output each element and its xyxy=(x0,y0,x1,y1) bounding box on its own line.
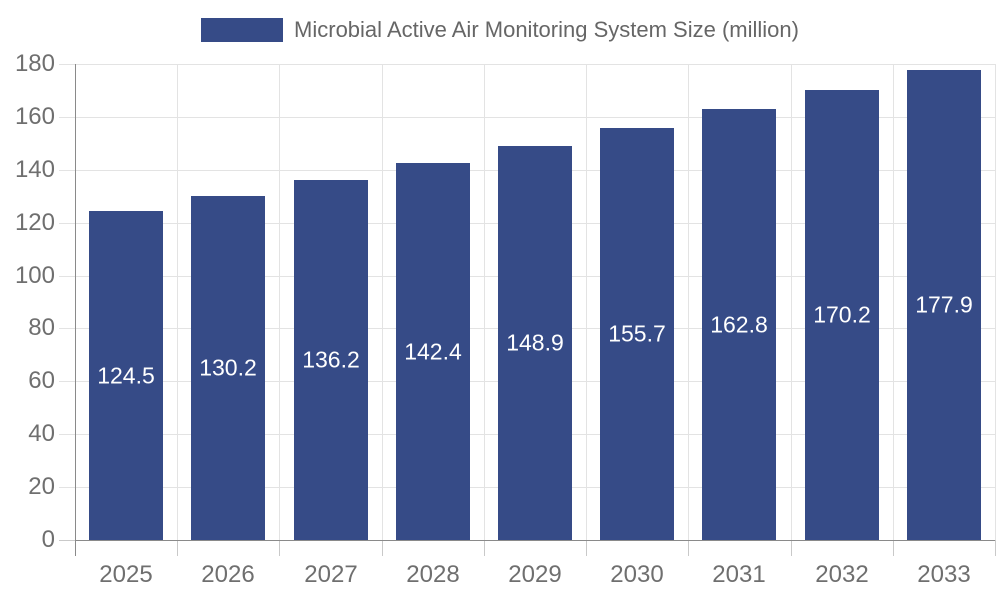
x-tick-label: 2032 xyxy=(815,561,869,588)
v-gridline xyxy=(688,64,689,540)
x-axis-tick xyxy=(279,540,280,556)
y-tick-label: 40 xyxy=(28,420,55,447)
v-gridline xyxy=(279,64,280,540)
x-axis-tick xyxy=(893,540,894,556)
v-gridline xyxy=(177,64,178,540)
y-tick-label: 20 xyxy=(28,473,55,500)
v-gridline xyxy=(995,64,996,540)
x-axis-tick xyxy=(688,540,689,556)
y-tick-label: 0 xyxy=(41,526,55,553)
y-tick-label: 80 xyxy=(28,314,55,341)
bar-value-label: 136.2 xyxy=(302,346,360,373)
x-axis-tick xyxy=(995,540,996,556)
v-gridline xyxy=(791,64,792,540)
bar-2033[interactable]: 177.9 xyxy=(907,70,981,540)
x-axis-tick xyxy=(791,540,792,556)
bar-value-label: 124.5 xyxy=(97,362,155,388)
bar-2032[interactable]: 170.2 xyxy=(805,90,879,540)
v-gridline xyxy=(382,64,383,540)
y-tick-label: 160 xyxy=(14,103,55,130)
bar-value-label: 155.7 xyxy=(608,320,666,347)
bar-value-label: 162.8 xyxy=(710,311,768,337)
legend[interactable]: Microbial Active Air Monitoring System S… xyxy=(0,17,1000,43)
x-axis-tick xyxy=(177,540,178,556)
x-tick-label: 2029 xyxy=(508,561,562,588)
bar-2027[interactable]: 136.2 xyxy=(294,180,368,540)
x-tick-label: 2028 xyxy=(406,561,460,588)
bar-value-label: 148.9 xyxy=(506,329,564,356)
bar-value-label: 130.2 xyxy=(199,354,257,381)
x-tick-label: 2026 xyxy=(201,561,255,588)
x-tick-label: 2027 xyxy=(304,561,358,588)
v-gridline xyxy=(586,64,587,540)
legend-label: Microbial Active Air Monitoring System S… xyxy=(294,17,799,42)
h-gridline xyxy=(59,64,995,65)
bar-2025[interactable]: 124.5 xyxy=(89,211,163,540)
y-tick-label: 140 xyxy=(14,156,55,183)
bar-2026[interactable]: 130.2 xyxy=(191,196,265,540)
x-tick-label: 2031 xyxy=(712,561,766,588)
bar-value-label: 170.2 xyxy=(813,301,871,328)
x-tick-label: 2025 xyxy=(99,561,153,588)
bar-value-label: 142.4 xyxy=(404,338,462,364)
bar-2028[interactable]: 142.4 xyxy=(396,163,470,540)
y-tick-label: 120 xyxy=(14,209,55,236)
v-gridline xyxy=(893,64,894,540)
bar-2031[interactable]: 162.8 xyxy=(702,109,776,540)
bar-2030[interactable]: 155.7 xyxy=(600,128,674,540)
x-axis-tick xyxy=(382,540,383,556)
bar-2029[interactable]: 148.9 xyxy=(498,146,572,540)
y-axis-tick xyxy=(59,540,75,541)
bar-value-label: 177.9 xyxy=(915,291,973,318)
x-axis-line xyxy=(75,540,995,541)
legend-swatch-icon xyxy=(201,18,284,42)
y-tick-label: 60 xyxy=(28,367,55,394)
x-axis-tick xyxy=(484,540,485,556)
y-axis-line xyxy=(75,64,76,556)
x-tick-label: 2033 xyxy=(917,561,971,588)
y-tick-label: 100 xyxy=(14,262,55,289)
x-axis-tick xyxy=(586,540,587,556)
v-gridline xyxy=(484,64,485,540)
h-gridline xyxy=(59,117,995,118)
y-tick-label: 180 xyxy=(14,50,55,77)
x-tick-label: 2030 xyxy=(610,561,664,588)
